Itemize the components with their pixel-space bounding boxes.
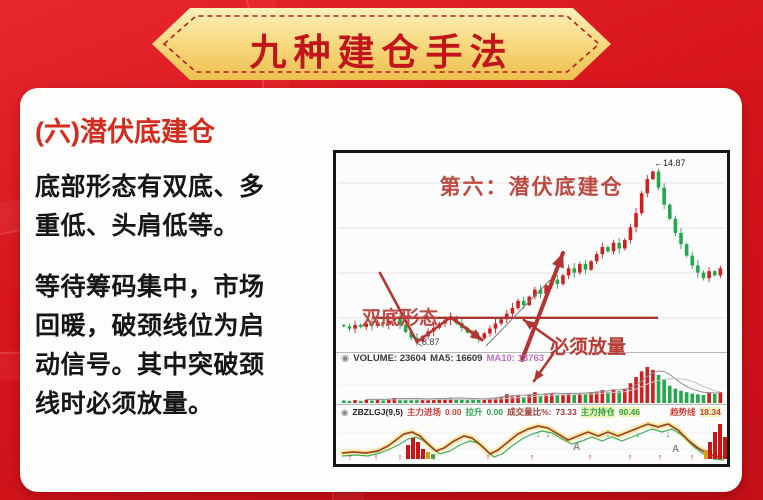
chart-canvas: ↑ ↑ ↑ ↑ ↑ ↑ ↑ ↑ ↑ ↑↓ ↓ ↓ ↓ ↓A A [336,168,727,462]
header-segment: ZBZLGJ(9,5) [352,407,403,417]
header-segment: 趋势线 [670,407,696,417]
header-segment: MA10: 13763 [486,353,545,364]
banner-title: 九种建仓手法 [249,32,514,73]
header-segment: 0.00 [444,407,462,417]
paragraph-bottom-forms: 底部形态有双底、多重低、头肩低等。 [35,173,265,240]
svg-text:A: A [573,442,580,453]
svg-text:↑: ↑ [628,452,633,462]
double-bottom-label: 双底形态 [362,308,439,329]
svg-text:↑: ↑ [530,452,535,462]
svg-text:↑: ↑ [348,452,353,462]
svg-text:↓: ↓ [546,429,551,439]
header-segment: 主力进场 [406,407,441,417]
title-banner: 九种建仓手法 [0,0,763,88]
volume-required-label: 必须放量 [550,337,627,358]
banner-ribbon-shape [152,8,611,80]
header-segment: 拉升 [465,407,483,417]
header-segment: 0.00 [486,407,504,417]
svg-text:↓: ↓ [606,429,611,439]
svg-text:↑: ↑ [398,452,403,462]
low-price-label: 8.87 [422,337,440,347]
high-price-label: ←14.87 [654,158,686,168]
svg-text:↑: ↑ [374,452,379,462]
svg-text:↓: ↓ [536,429,541,439]
pane-toggle-icon: ◉ [341,353,350,364]
chart-title: 第六：潜伏底建仓 [439,176,624,199]
svg-text:↓: ↓ [666,429,671,439]
header-segment: 90.46 [618,407,641,417]
header-segment: 18.34 [699,407,721,417]
header-segment: 成交量比%: [507,407,552,417]
pane-toggle-icon: ◉ [341,406,349,417]
svg-text:↑: ↑ [588,452,593,462]
paragraph-breakout-signal: 等待筹码集中，市场回暖，破颈线位为启动信号。其中突破颈线时必须放量。 [35,273,265,418]
volume-pane-header: ◉ VOLUME: 23604 MA5: 16609 MA10: 13763 [341,353,544,364]
content-card: (六)潜伏底建仓 底部形态有双底、多重低、头肩低等。 等待筹码集中，市场回暖，破… [20,88,742,492]
svg-text:↓: ↓ [636,429,641,439]
stock-chart: ↑ ↑ ↑ ↑ ↑ ↑ ↑ ↑ ↑ ↑ ↓ ↓ ↓ ↓ ↓ A A 第六：潜伏底建仓 双底形态 必须放量 8.8… [333,150,730,467]
header-segment: 73.33 [555,407,577,417]
svg-text:↑: ↑ [690,452,695,462]
section-title: (六)潜伏底建仓 [35,117,215,147]
svg-text:↑: ↑ [658,452,663,462]
svg-text:↑: ↑ [432,452,437,462]
svg-text:↑: ↑ [486,452,491,462]
header-segment: 主力持仓 [580,406,615,418]
header-segment: VOLUME: 23604 [353,353,427,364]
header-segment: MA5: 16609 [430,353,483,364]
svg-text:A: A [672,444,679,455]
indicator-pane-header: ◉ ZBZLGJ(9,5) 主力进场 0.00 拉升 0.00 成交量比%: 73.33 主力持… [341,406,721,418]
